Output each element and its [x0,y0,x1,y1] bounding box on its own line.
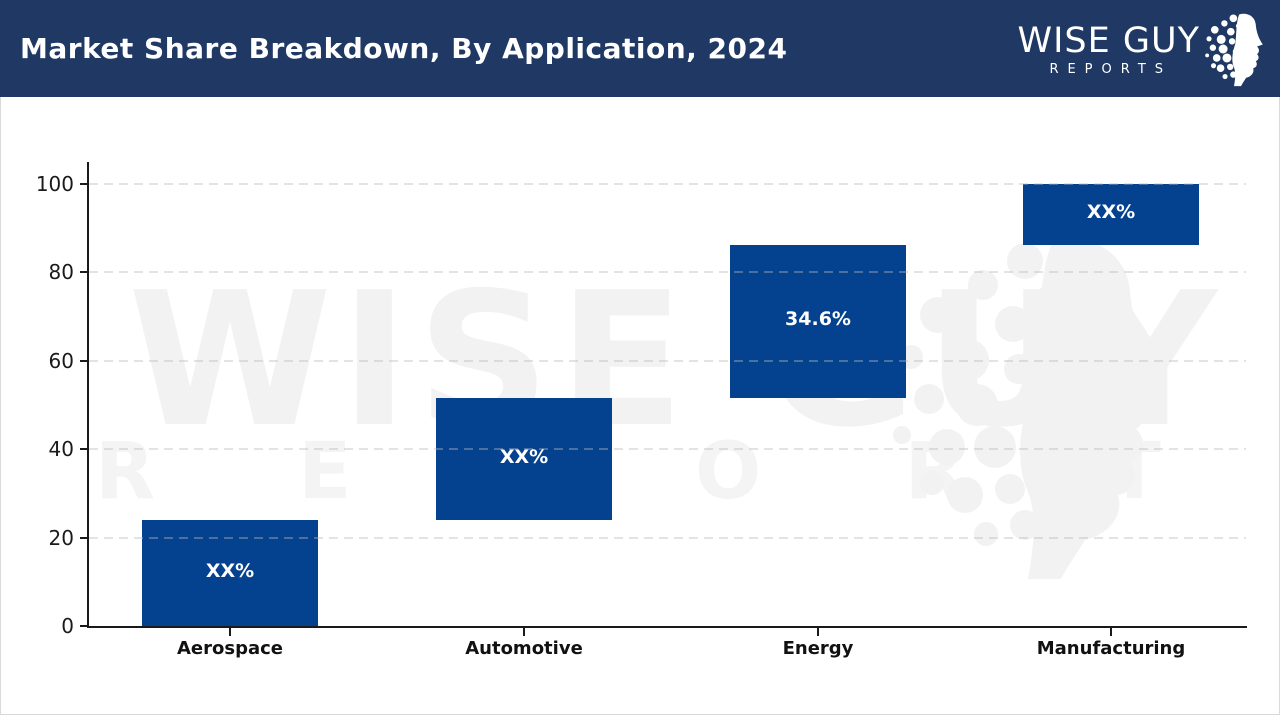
gridline [89,448,1246,451]
bar-value-label: XX% [205,559,255,582]
category-label-automotive: Automotive [465,638,583,659]
y-axis-tick-label: 100 [35,172,74,196]
page-title: Market Share Breakdown, By Application, … [20,32,788,65]
bar-automotive [436,397,612,520]
wise-guy-logo: WISE GUY REPORTS [1017,6,1266,92]
y-axis-tick-label: 20 [48,525,74,550]
bar-value-label: XX% [1086,201,1136,224]
bar-aerospace [142,519,318,626]
x-axis-tick [229,628,231,636]
bar-energy [730,244,906,398]
bar-value-label: XX% [499,445,549,468]
y-axis-tick [80,359,88,362]
bar-manufacturing [1023,184,1199,245]
category-label-manufacturing: Manufacturing [1036,638,1186,659]
logo-wiseguy-text: WISE GUY [1017,20,1200,61]
y-axis-tick [80,536,88,539]
gridline [89,183,1246,185]
y-axis-tick-label: 0 [61,614,74,638]
bar-value-label: 34.6% [785,308,851,331]
y-axis-tick-label: 40 [48,437,74,462]
x-axis-tick [1110,628,1112,636]
y-axis-line [87,162,89,627]
y-axis-tick [80,271,88,274]
y-axis-tick-label: 80 [48,260,74,285]
x-axis-tick [523,628,525,636]
y-axis-tick-label: 60 [48,348,74,373]
logo-text: WISE GUY REPORTS [1017,22,1200,77]
gridline [89,536,1246,539]
y-axis-tick [80,448,88,451]
category-label-aerospace: Aerospace [176,638,283,659]
y-axis-tick [80,625,88,627]
left-border-line [0,97,1,715]
gridline [89,271,1246,274]
gridline [89,359,1246,362]
y-axis-tick [80,183,88,185]
logo-reports-text: REPORTS [1049,61,1173,77]
category-label-energy: Energy [782,638,854,659]
x-axis-line [87,626,1247,628]
dotted-face-profile-icon [1202,10,1266,88]
footer-divider-line [0,714,1280,715]
chart-area: WISE GUY R E P O R T S 020406080100XX%Ae… [0,97,1280,720]
header-bar: Market Share Breakdown, By Application, … [0,0,1280,97]
x-axis-tick [817,628,819,636]
